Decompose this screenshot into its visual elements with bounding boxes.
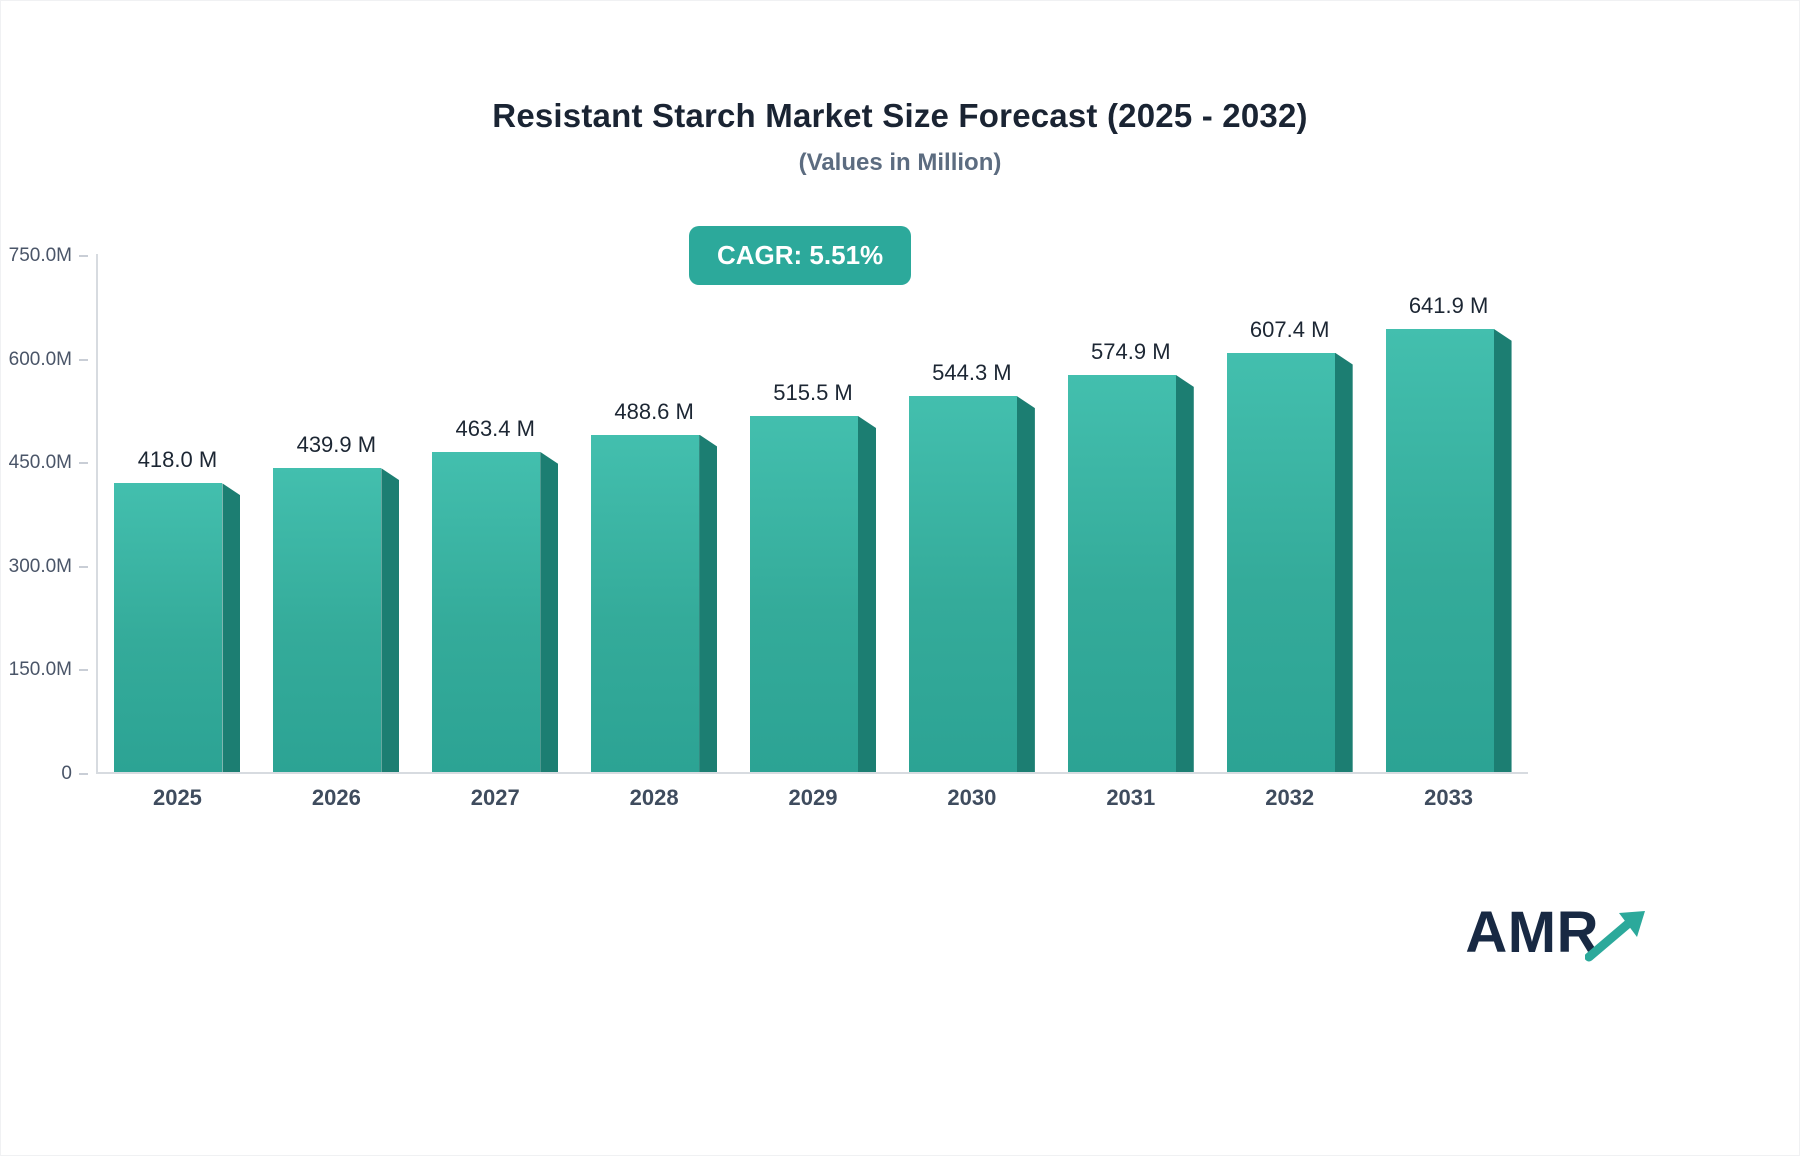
chart-title: Resistant Starch Market Size Forecast (2… — [492, 97, 1308, 134]
x-axis-label-2032: 2032 — [1265, 785, 1315, 810]
bar-value-label: 544.3 M — [932, 360, 1012, 386]
bar-slot-2033: 641.9 M — [1369, 254, 1528, 772]
bar-value-label: 607.4 M — [1249, 316, 1330, 342]
bar-2026[interactable]: 439.9 M — [273, 432, 400, 772]
bar-value-label: 488.6 M — [614, 398, 694, 424]
bar-slot-2030: 544.3 M — [892, 254, 1051, 772]
amr-logo: AMR — [1465, 899, 1649, 966]
bar-slot-2032: 607.4 M — [1210, 254, 1369, 772]
x-axis-line — [96, 772, 1528, 774]
bar-2028[interactable]: 488.6 M — [591, 399, 718, 772]
plot-area: 418.0 M 439.9 M 463.4 M 488.6 M 515.5 M 544.3… — [98, 254, 1528, 772]
y-tick-mark — [79, 358, 88, 361]
x-axis-label-2027: 2027 — [470, 785, 520, 810]
y-axis-label: 150.0M — [8, 659, 72, 681]
bar-face — [908, 396, 1017, 772]
bar-2033[interactable]: 641.9 M — [1385, 293, 1512, 772]
bar-value-label: 418.0 M — [137, 447, 218, 473]
bar-slot-2026: 439.9 M — [257, 254, 416, 772]
bar-2031[interactable]: 574.9 M — [1067, 339, 1194, 772]
chart-subtitle: (Values in Million) — [798, 149, 1002, 176]
y-tick-mark — [79, 773, 88, 775]
bar-slot-2027: 463.4 M — [416, 254, 575, 772]
bar-face — [1226, 352, 1335, 772]
y-axis-label: 450.0M — [8, 452, 72, 474]
y-axis-label: 0 — [61, 763, 72, 784]
bar-side-shadow — [1175, 374, 1194, 772]
y-axis-label: 750.0M — [8, 245, 72, 266]
y-tick-mark — [79, 565, 88, 568]
x-axis-label-2026: 2026 — [311, 785, 361, 810]
x-axis-label-2030: 2030 — [947, 785, 997, 810]
bar-value-label: 515.5 M — [773, 380, 853, 405]
bar-slot-2025: 418.0 M — [98, 254, 257, 772]
bar-face — [432, 451, 541, 772]
y-tick-mark — [79, 462, 88, 465]
amr-logo-text: AMR — [1465, 900, 1599, 965]
y-axis: 750.0M 600.0M 450.0M 300.0M 150.0M 0 — [1, 245, 96, 784]
bar-value-label: 439.9 M — [296, 432, 377, 458]
bar-side-shadow — [1493, 328, 1512, 772]
bar-2029[interactable]: 515.5 M — [750, 380, 876, 772]
x-axis-label-2033: 2033 — [1424, 785, 1474, 810]
bar-face — [591, 434, 700, 772]
y-axis-label: 600.0M — [8, 348, 72, 370]
bar-side-shadow — [1334, 352, 1353, 772]
cagr-badge: CAGR: 5.51% — [689, 226, 912, 285]
bar-side-shadow — [858, 416, 876, 772]
bar-slot-2028: 488.6 M — [575, 254, 734, 772]
bar-face — [273, 468, 382, 772]
y-tick-mark — [79, 669, 88, 672]
bar-face — [750, 416, 858, 772]
bar-side-shadow — [540, 451, 559, 772]
y-axis-label: 300.0M — [8, 555, 72, 577]
bar-2025[interactable]: 418.0 M — [114, 447, 241, 772]
bar-slot-2029: 515.5 M — [734, 254, 893, 772]
bar-2030[interactable]: 544.3 M — [908, 360, 1035, 772]
bar-value-label: 641.9 M — [1408, 292, 1489, 318]
bar-2027[interactable]: 463.4 M — [432, 416, 559, 772]
x-axis-label-2031: 2031 — [1106, 785, 1156, 810]
y-axis-line — [96, 254, 98, 774]
bar-side-shadow — [1016, 396, 1035, 772]
bar-slot-2031: 574.9 M — [1051, 254, 1210, 772]
x-axis-label-2025: 2025 — [152, 785, 202, 810]
bar-value-label: 574.9 M — [1091, 338, 1171, 364]
bar-side-shadow — [222, 483, 241, 772]
y-tick-mark — [79, 255, 88, 257]
bar-face — [114, 483, 223, 772]
bar-2032[interactable]: 607.4 M — [1226, 317, 1353, 772]
growth-arrow-icon — [1585, 910, 1645, 961]
x-axis-label-2029: 2029 — [788, 785, 838, 810]
bar-face — [1067, 374, 1176, 772]
x-axis-label-2028: 2028 — [629, 785, 679, 810]
x-axis: 2025 2026 2027 2028 2029 2030 2031 2032 2033 — [98, 785, 1528, 811]
bar-side-shadow — [381, 468, 400, 772]
bar-face — [1385, 328, 1494, 772]
bar-side-shadow — [699, 434, 718, 772]
bar-value-label: 463.4 M — [455, 415, 535, 441]
